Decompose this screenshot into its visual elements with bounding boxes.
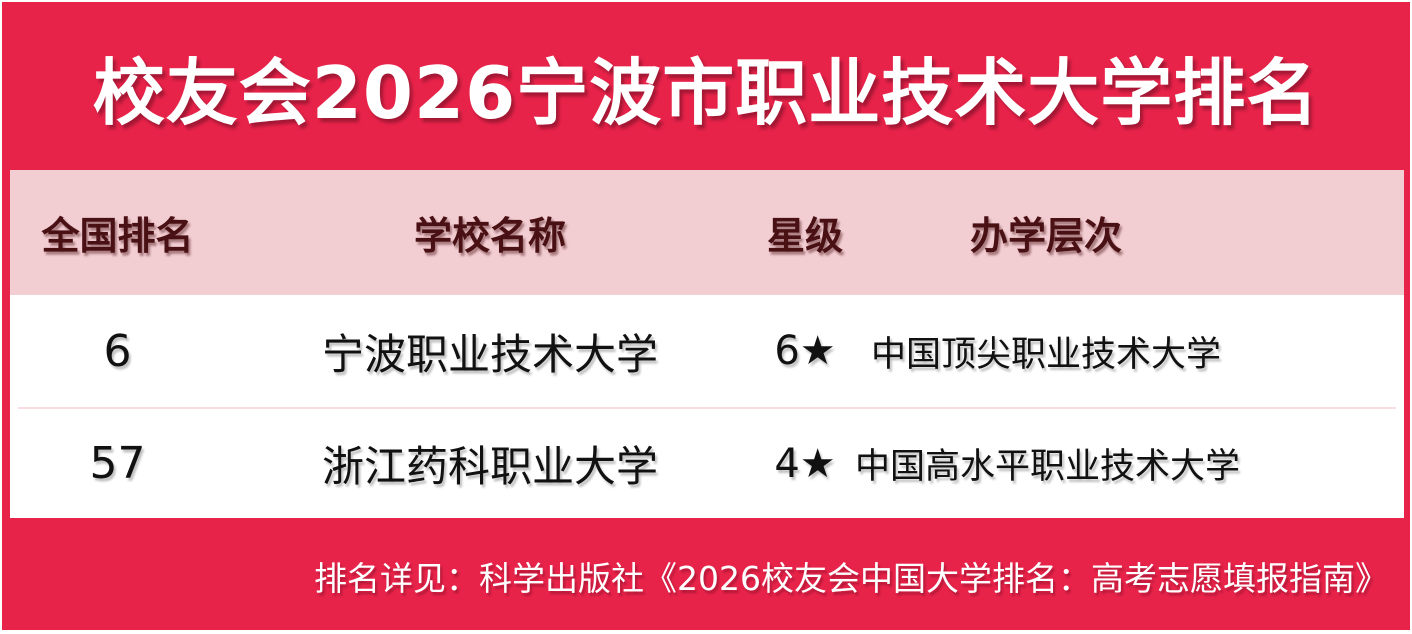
column-header-school-name: 学校名称 xyxy=(413,214,566,258)
ranking-table: 全国排名 学校名称 星级 办学层次 6 宁波职业技术大学 6★ 中国顶尖职业技术… xyxy=(10,170,1404,518)
rank-value: 6 xyxy=(103,325,132,377)
education-level: 中国高水平职业技术大学 xyxy=(855,447,1241,487)
column-header-star-rating: 星级 xyxy=(766,214,843,258)
source-note: 排名详见：科学出版社《2026校友会中国大学排名：高考志愿填报指南》 xyxy=(314,559,1388,598)
page-title: 校友会2026宁波市职业技术大学排名 xyxy=(92,50,1320,135)
table-row: 6 宁波职业技术大学 6★ 中国顶尖职业技术大学 xyxy=(10,295,1404,407)
row-divider xyxy=(18,407,1396,409)
rank-value: 57 xyxy=(89,438,146,489)
star-rating: 4★ xyxy=(774,440,836,487)
star-rating: 6★ xyxy=(774,328,836,374)
table-header-row: 全国排名 学校名称 星级 办学层次 xyxy=(10,170,1404,295)
column-header-education-level: 办学层次 xyxy=(969,214,1122,258)
education-level: 中国顶尖职业技术大学 xyxy=(870,334,1221,375)
school-name: 浙江药科职业大学 xyxy=(321,442,658,491)
column-header-national-rank: 全国排名 xyxy=(41,214,194,258)
table-row: 57 浙江药科职业大学 4★ 中国高水平职业技术大学 xyxy=(10,409,1404,518)
school-name: 宁波职业技术大学 xyxy=(321,329,658,379)
